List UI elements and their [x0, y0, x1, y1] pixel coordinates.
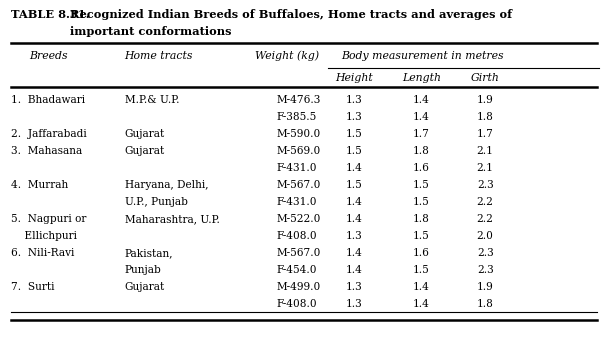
- Text: Ellichpuri: Ellichpuri: [11, 231, 77, 241]
- Text: 1.4: 1.4: [346, 197, 363, 207]
- Text: 3.  Mahasana: 3. Mahasana: [11, 146, 82, 156]
- Text: 2.2: 2.2: [477, 214, 494, 224]
- Text: Girth: Girth: [471, 73, 500, 82]
- Text: 1.8: 1.8: [477, 299, 494, 309]
- Text: 2.3: 2.3: [477, 265, 494, 275]
- Text: Recognized Indian Breeds of Buffaloes, Home tracts and averages of: Recognized Indian Breeds of Buffaloes, H…: [70, 9, 512, 20]
- Text: 1.8: 1.8: [413, 214, 430, 224]
- Text: Body measurement in metres: Body measurement in metres: [341, 51, 504, 61]
- Text: 1.3: 1.3: [346, 299, 363, 309]
- Text: F-408.0: F-408.0: [277, 231, 317, 241]
- Text: 1.4: 1.4: [346, 163, 363, 173]
- Text: 1.9: 1.9: [477, 95, 494, 105]
- Text: Haryana, Delhi,: Haryana, Delhi,: [125, 180, 208, 190]
- Text: F-385.5: F-385.5: [277, 112, 317, 122]
- Text: Gujarat: Gujarat: [125, 146, 165, 156]
- Text: M-567.0: M-567.0: [277, 248, 321, 258]
- Text: important conformations: important conformations: [70, 26, 232, 37]
- Text: TABLE 8.31.: TABLE 8.31.: [11, 9, 89, 20]
- Text: 4.  Murrah: 4. Murrah: [11, 180, 68, 190]
- Text: Gujarat: Gujarat: [125, 129, 165, 139]
- Text: 1.3: 1.3: [346, 231, 363, 241]
- Text: 1.3: 1.3: [346, 112, 363, 122]
- Text: 1.3: 1.3: [346, 282, 363, 292]
- Text: 2.0: 2.0: [477, 231, 494, 241]
- Text: Pakistan,: Pakistan,: [125, 248, 173, 258]
- Text: 1.4: 1.4: [413, 282, 430, 292]
- Text: 1.5: 1.5: [413, 180, 430, 190]
- Text: M-522.0: M-522.0: [277, 214, 321, 224]
- Text: 2.3: 2.3: [477, 248, 494, 258]
- Text: M-499.0: M-499.0: [277, 282, 321, 292]
- Text: Home tracts: Home tracts: [125, 51, 193, 61]
- Text: F-431.0: F-431.0: [277, 163, 317, 173]
- Text: 1.4: 1.4: [346, 248, 363, 258]
- Text: F-431.0: F-431.0: [277, 197, 317, 207]
- Text: 1.6: 1.6: [413, 248, 430, 258]
- Text: Height: Height: [336, 73, 373, 82]
- Text: 6.  Nili-Ravi: 6. Nili-Ravi: [11, 248, 74, 258]
- Text: Breeds: Breeds: [29, 51, 68, 61]
- Text: 1.7: 1.7: [413, 129, 430, 139]
- Text: 1.4: 1.4: [413, 95, 430, 105]
- Text: 1.4: 1.4: [346, 214, 363, 224]
- Text: M-476.3: M-476.3: [277, 95, 321, 105]
- Text: 1.5: 1.5: [346, 129, 363, 139]
- Text: Gujarat: Gujarat: [125, 282, 165, 292]
- Text: 1.4: 1.4: [413, 299, 430, 309]
- Text: 1.7: 1.7: [477, 129, 494, 139]
- Text: Maharashtra, U.P.: Maharashtra, U.P.: [125, 214, 219, 224]
- Text: M-567.0: M-567.0: [277, 180, 321, 190]
- Text: 2.1: 2.1: [477, 163, 494, 173]
- Text: U.P., Punjab: U.P., Punjab: [125, 197, 187, 207]
- Text: 1.8: 1.8: [413, 146, 430, 156]
- Text: 1.9: 1.9: [477, 282, 494, 292]
- Text: Punjab: Punjab: [125, 265, 161, 275]
- Text: 1.8: 1.8: [477, 112, 494, 122]
- Text: Weight (kg): Weight (kg): [255, 51, 319, 61]
- Text: 5.  Nagpuri or: 5. Nagpuri or: [11, 214, 86, 224]
- Text: 2.  Jaffarabadi: 2. Jaffarabadi: [11, 129, 87, 139]
- Text: 1.  Bhadawari: 1. Bhadawari: [11, 95, 85, 105]
- Text: 7.  Surti: 7. Surti: [11, 282, 55, 292]
- Text: 2.2: 2.2: [477, 197, 494, 207]
- Text: 1.5: 1.5: [346, 146, 363, 156]
- Text: 1.3: 1.3: [346, 95, 363, 105]
- Text: 1.5: 1.5: [346, 180, 363, 190]
- Text: 1.5: 1.5: [413, 265, 430, 275]
- Text: 1.5: 1.5: [413, 197, 430, 207]
- Text: 1.4: 1.4: [346, 265, 363, 275]
- Text: M-590.0: M-590.0: [277, 129, 321, 139]
- Text: 1.5: 1.5: [413, 231, 430, 241]
- Text: 2.1: 2.1: [477, 146, 494, 156]
- Text: 2.3: 2.3: [477, 180, 494, 190]
- Text: M.P.& U.P.: M.P.& U.P.: [125, 95, 179, 105]
- Text: F-454.0: F-454.0: [277, 265, 317, 275]
- Text: 1.4: 1.4: [413, 112, 430, 122]
- Text: 1.6: 1.6: [413, 163, 430, 173]
- Text: F-408.0: F-408.0: [277, 299, 317, 309]
- Text: Length: Length: [402, 73, 441, 82]
- Text: M-569.0: M-569.0: [277, 146, 321, 156]
